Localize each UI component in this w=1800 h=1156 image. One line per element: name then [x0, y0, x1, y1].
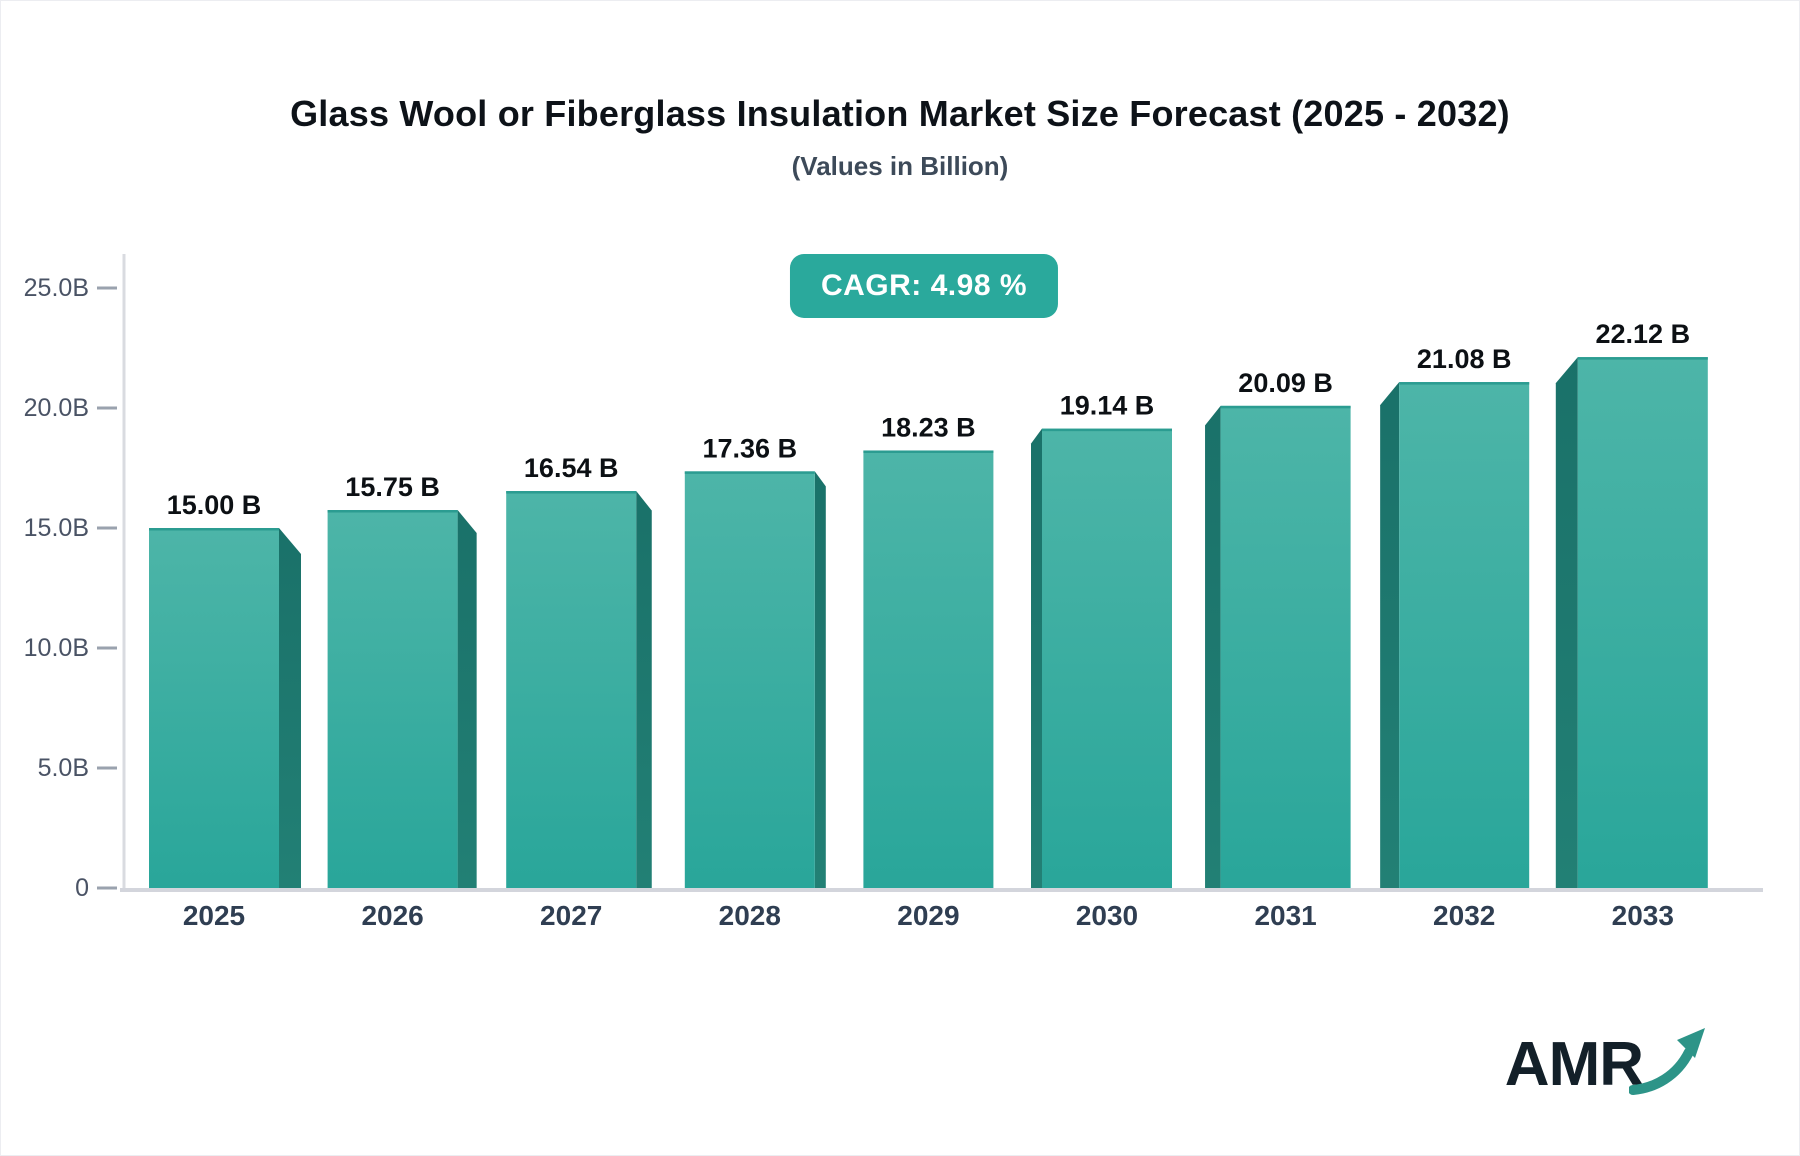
y-tick-mark — [97, 526, 117, 530]
cagr-badge: CAGR: 4.98 % — [789, 254, 1059, 318]
bar-value-label: 21.08 B — [1417, 344, 1512, 374]
x-tick-label: 2025 — [183, 900, 245, 931]
bar-top-edge — [1042, 428, 1172, 432]
bar-value-label: 18.23 B — [881, 412, 976, 442]
bar-2033 — [1577, 357, 1708, 888]
bar-side-2030 — [1031, 428, 1042, 888]
bar-top-edge — [327, 510, 458, 513]
x-tick-label: 2026 — [361, 900, 423, 931]
chart-header: Glass Wool or Fiberglass Insulation Mark… — [1, 93, 1799, 182]
x-tick-label: 2028 — [719, 900, 781, 931]
bar-top-edge — [1220, 405, 1351, 409]
bar-2025 — [149, 528, 279, 888]
x-tick-label: 2031 — [1254, 900, 1316, 931]
bar-value-label: 19.14 B — [1060, 391, 1155, 421]
bar-top-edge — [506, 491, 637, 494]
bar-2027 — [506, 491, 637, 888]
bar-top-edge — [1577, 357, 1708, 360]
y-tick-label: 0 — [75, 874, 89, 902]
page-title: Glass Wool or Fiberglass Insulation Mark… — [290, 93, 1510, 134]
bar-top-edge — [863, 450, 994, 453]
bar-2029 — [863, 450, 994, 888]
amr-logo-text: AMR — [1504, 1030, 1644, 1099]
y-tick-mark — [97, 886, 117, 890]
bar-2030 — [1042, 428, 1172, 888]
page-subtitle: (Values in Billion) — [791, 151, 1009, 181]
bar-top-edge — [149, 528, 279, 531]
bar-2031 — [1220, 405, 1351, 888]
bar-value-label: 17.36 B — [703, 433, 798, 463]
y-tick-label: 5.0B — [38, 754, 89, 782]
trending-up-arrow-icon — [1629, 1027, 1705, 1095]
y-tick-mark — [97, 646, 117, 650]
bar-top-edge — [684, 471, 815, 474]
x-tick-label: 2030 — [1076, 900, 1138, 931]
bar-value-label: 15.00 B — [167, 490, 262, 520]
x-tick-label: 2033 — [1612, 900, 1674, 931]
y-tick-label: 20.0B — [24, 394, 89, 422]
bar-side-2032 — [1380, 382, 1400, 888]
y-axis-line — [122, 254, 126, 892]
x-tick-label: 2032 — [1433, 900, 1495, 931]
bar-side-2026 — [457, 510, 477, 888]
bar-side-2031 — [1205, 405, 1221, 888]
bar-value-label: 22.12 B — [1596, 319, 1691, 349]
bar-value-label: 16.54 B — [524, 453, 619, 483]
bar-2026 — [327, 510, 458, 888]
y-tick-mark — [97, 406, 117, 410]
x-axis-baseline — [120, 888, 1763, 892]
bar-2032 — [1399, 382, 1530, 888]
amr-logo: AMR — [1504, 1027, 1707, 1100]
bar-side-2025 — [279, 528, 301, 888]
y-tick-label: 10.0B — [24, 634, 89, 662]
bar-value-label: 20.09 B — [1238, 368, 1333, 398]
x-tick-label: 2029 — [897, 900, 959, 931]
bar-top-edge — [1399, 382, 1530, 385]
x-tick-label: 2027 — [540, 900, 602, 931]
bar-side-2033 — [1555, 357, 1578, 888]
y-tick-label: 15.0B — [24, 514, 89, 542]
bar-side-2027 — [636, 491, 652, 888]
y-tick-mark — [97, 766, 117, 770]
y-tick-mark — [97, 286, 117, 290]
bar-side-2028 — [814, 471, 826, 888]
y-tick-label: 25.0B — [24, 274, 89, 302]
bar-2028 — [684, 471, 815, 888]
bar-value-label: 15.75 B — [345, 472, 440, 502]
